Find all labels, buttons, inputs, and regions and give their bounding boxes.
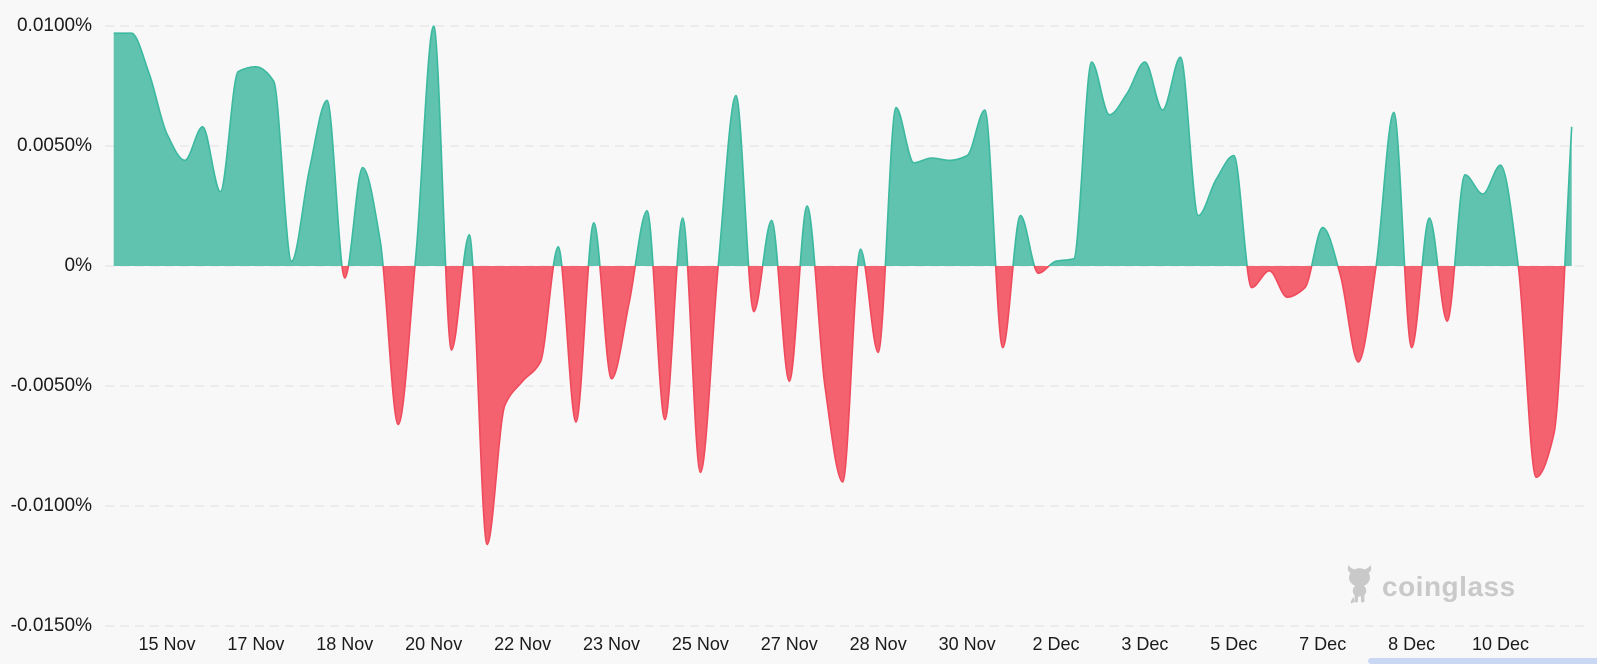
- y-axis-label: -0.0150%: [10, 615, 92, 636]
- y-axis-label: 0%: [64, 255, 92, 276]
- horizontal-scrollbar[interactable]: [1368, 658, 1597, 664]
- y-axis-label: 0.0050%: [16, 135, 92, 156]
- x-axis-label: 20 Nov: [405, 634, 463, 654]
- area-series-negative-line: [341, 266, 1566, 546]
- x-axis-label: 22 Nov: [494, 634, 552, 654]
- x-axis-label: 23 Nov: [582, 634, 641, 654]
- x-axis-label: 27 Nov: [760, 634, 818, 654]
- area-series-negative[interactable]: [113, 26, 1572, 545]
- x-axis-label: 30 Nov: [938, 634, 996, 654]
- x-axis-label: 28 Nov: [849, 634, 907, 654]
- y-axis-label: 0.0100%: [16, 15, 92, 36]
- x-axis-label: 15 Nov: [138, 634, 196, 654]
- x-axis-label: 8 Dec: [1388, 634, 1436, 654]
- x-axis-label: 18 Nov: [316, 634, 374, 654]
- y-axis-label: -0.0050%: [10, 375, 92, 396]
- x-axis-label: 2 Dec: [1032, 634, 1080, 654]
- x-axis-label: 10 Dec: [1471, 634, 1530, 654]
- y-axis-label: -0.0100%: [10, 495, 92, 516]
- x-axis-label: 7 Dec: [1299, 634, 1347, 654]
- x-axis-label: 5 Dec: [1210, 634, 1258, 654]
- area-series-positive-line: [113, 25, 1573, 266]
- x-axis-label: 3 Dec: [1121, 634, 1169, 654]
- x-axis-label: 25 Nov: [671, 634, 729, 654]
- area-series-positive[interactable]: [113, 26, 1572, 544]
- x-axis-label: 17 Nov: [227, 634, 285, 654]
